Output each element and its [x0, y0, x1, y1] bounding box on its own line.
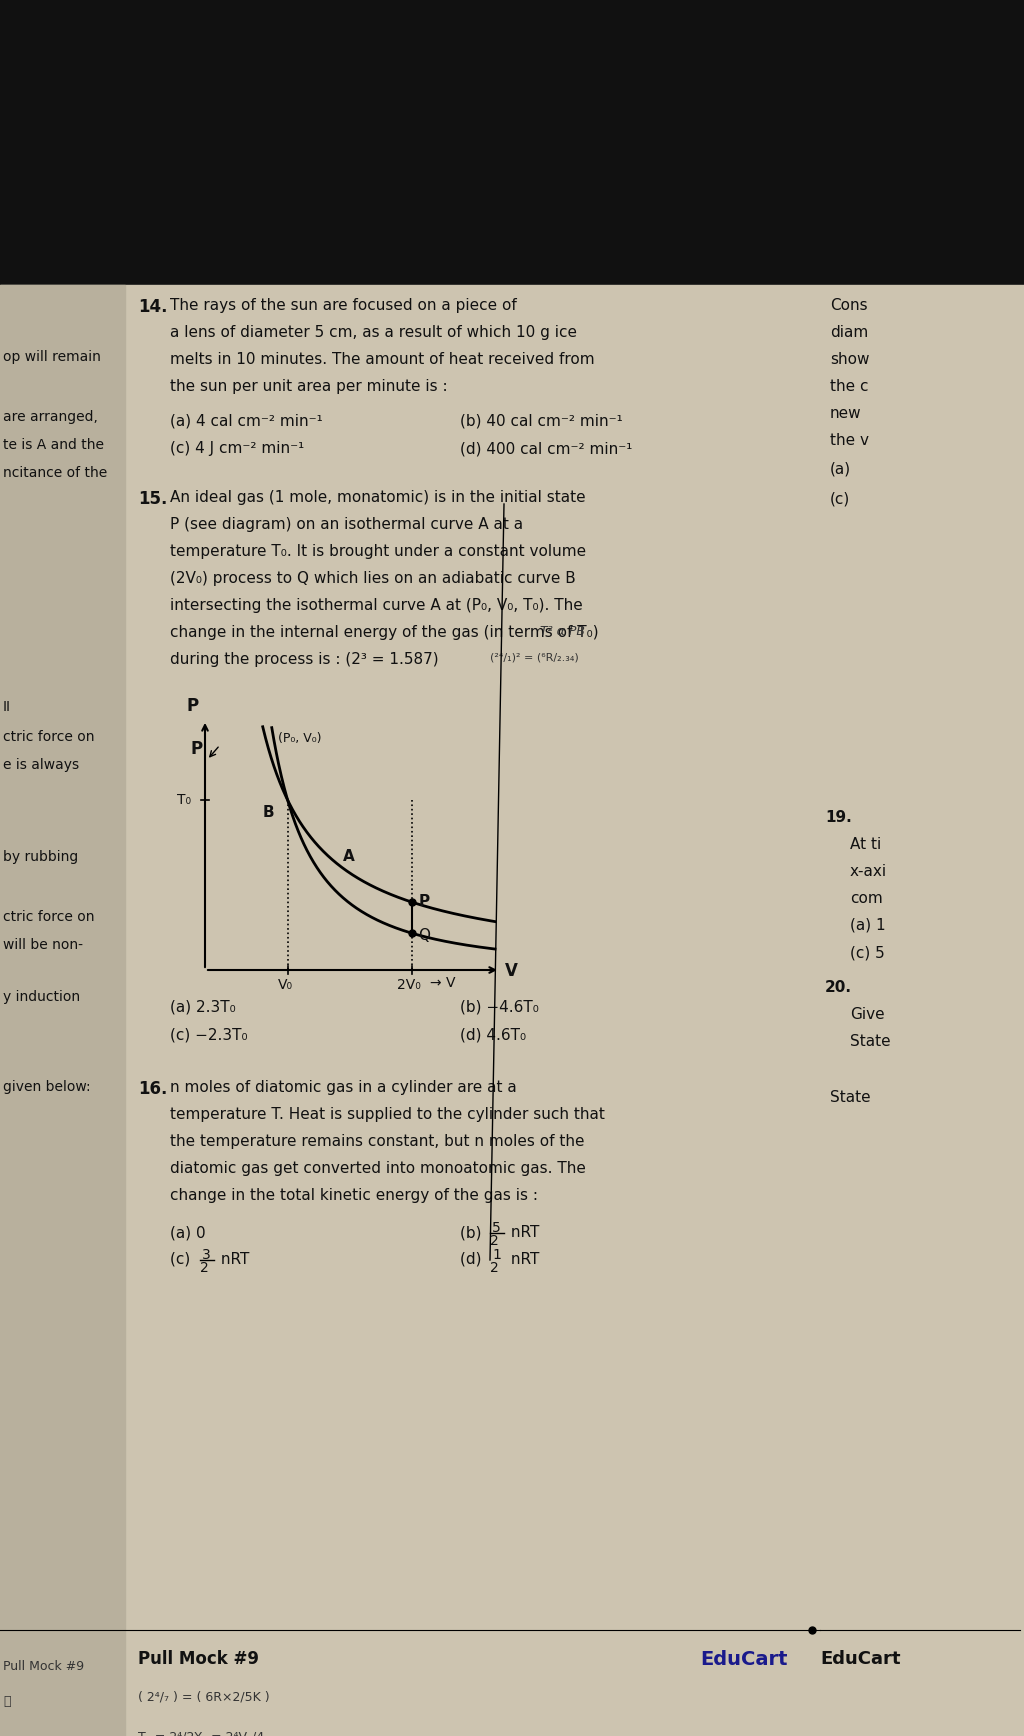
Text: given below:: given below: [3, 1080, 91, 1094]
Text: B: B [262, 806, 274, 819]
Text: x-axi: x-axi [850, 865, 887, 878]
Text: T₀: T₀ [177, 793, 191, 807]
Text: 14.: 14. [138, 299, 168, 316]
Text: a lens of diameter 5 cm, as a result of which 10 g ice: a lens of diameter 5 cm, as a result of … [170, 325, 577, 340]
Text: ncitance of the: ncitance of the [3, 465, 108, 479]
Text: te is A and the: te is A and the [3, 437, 104, 451]
Text: 20.: 20. [825, 981, 852, 995]
Text: (a) 1: (a) 1 [850, 918, 886, 932]
Text: new: new [830, 406, 861, 422]
Text: (d) 4.6T₀: (d) 4.6T₀ [460, 1028, 526, 1042]
Text: (a) 0: (a) 0 [170, 1226, 206, 1240]
Text: op will remain: op will remain [3, 351, 101, 365]
Text: Give: Give [850, 1007, 885, 1023]
Text: by rubbing: by rubbing [3, 851, 78, 865]
Text: 3: 3 [202, 1248, 211, 1262]
Text: (b): (b) [460, 1226, 486, 1240]
Text: (a) 4 cal cm⁻² min⁻¹: (a) 4 cal cm⁻² min⁻¹ [170, 413, 323, 429]
Text: (c): (c) [830, 491, 850, 507]
Text: the temperature remains constant, but n moles of the: the temperature remains constant, but n … [170, 1134, 585, 1149]
Text: nRT: nRT [216, 1252, 250, 1267]
Text: 裂: 裂 [3, 1694, 10, 1708]
Text: change in the internal energy of the gas (in terms of T₀): change in the internal energy of the gas… [170, 625, 599, 641]
Text: Cons: Cons [830, 299, 867, 312]
Text: 2V₀: 2V₀ [397, 977, 421, 991]
Text: the v: the v [830, 432, 869, 448]
Text: P: P [190, 740, 202, 759]
Text: The rays of the sun are focused on a piece of: The rays of the sun are focused on a pie… [170, 299, 517, 312]
Text: 5: 5 [492, 1220, 501, 1234]
Text: diatomic gas get converted into monoatomic gas. The: diatomic gas get converted into monoatom… [170, 1161, 586, 1175]
Text: (a): (a) [830, 462, 851, 477]
Text: (²⁴/₁)² = (⁶R/₂.₃₄): (²⁴/₁)² = (⁶R/₂.₃₄) [490, 653, 579, 663]
Text: are arranged,: are arranged, [3, 410, 98, 424]
Text: An ideal gas (1 mole, monatomic) is in the initial state: An ideal gas (1 mole, monatomic) is in t… [170, 490, 586, 505]
Text: EduCart: EduCart [700, 1649, 787, 1668]
Text: 19.: 19. [825, 811, 852, 825]
Text: (c) 4 J cm⁻² min⁻¹: (c) 4 J cm⁻² min⁻¹ [170, 441, 304, 457]
Text: EduCart: EduCart [820, 1649, 900, 1668]
Text: 2: 2 [200, 1260, 209, 1274]
Text: T² α PB: T² α PB [540, 625, 585, 639]
Text: (d) 400 cal cm⁻² min⁻¹: (d) 400 cal cm⁻² min⁻¹ [460, 441, 633, 457]
Text: will be non-: will be non- [3, 937, 83, 951]
Text: 1: 1 [492, 1248, 501, 1262]
Text: 15.: 15. [138, 490, 167, 509]
Text: the c: the c [830, 378, 868, 394]
Text: → V: → V [429, 976, 455, 990]
Text: (d): (d) [460, 1252, 486, 1267]
Text: nRT: nRT [506, 1252, 540, 1267]
Text: y induction: y induction [3, 990, 80, 1003]
Text: Pull Mock #9: Pull Mock #9 [138, 1649, 259, 1668]
Bar [0, 285, 1024, 1736]
Text: At ti: At ti [850, 837, 882, 852]
Text: T₂ = 2⁴/2Y₂ = 2⁴V₂/4: T₂ = 2⁴/2Y₂ = 2⁴V₂/4 [138, 1731, 264, 1736]
Text: II: II [3, 700, 11, 713]
Text: V: V [505, 962, 518, 981]
Text: (2V₀) process to Q which lies on an adiabatic curve B: (2V₀) process to Q which lies on an adia… [170, 571, 575, 587]
Text: temperature T₀. It is brought under a constant volume: temperature T₀. It is brought under a co… [170, 543, 586, 559]
Text: during the process is : (2³ = 1.587): during the process is : (2³ = 1.587) [170, 653, 438, 667]
Text: ctric force on: ctric force on [3, 731, 94, 745]
Text: (c): (c) [170, 1252, 196, 1267]
Text: V₀: V₀ [278, 977, 293, 991]
Text: ctric force on: ctric force on [3, 910, 94, 924]
Text: change in the total kinetic energy of the gas is :: change in the total kinetic energy of th… [170, 1187, 538, 1203]
Text: 2: 2 [490, 1260, 499, 1274]
Text: ( 2⁴/₇ ) = ( 6R×2/5K ): ( 2⁴/₇ ) = ( 6R×2/5K ) [138, 1691, 269, 1703]
Text: temperature T. Heat is supplied to the cylinder such that: temperature T. Heat is supplied to the c… [170, 1108, 605, 1121]
Text: P: P [187, 696, 199, 715]
Text: (a) 2.3T₀: (a) 2.3T₀ [170, 1000, 236, 1016]
Text: State: State [830, 1090, 870, 1106]
Text: Q: Q [419, 929, 430, 943]
Text: com: com [850, 891, 883, 906]
Text: diam: diam [830, 325, 868, 340]
Text: melts in 10 minutes. The amount of heat received from: melts in 10 minutes. The amount of heat … [170, 352, 595, 366]
Bar [0, 285, 125, 1736]
Text: e is always: e is always [3, 759, 79, 773]
Text: (c) −2.3T₀: (c) −2.3T₀ [170, 1028, 248, 1042]
Text: Pull Mock #9: Pull Mock #9 [3, 1660, 84, 1674]
Text: P (see diagram) on an isothermal curve A at a: P (see diagram) on an isothermal curve A… [170, 517, 523, 531]
Text: P: P [419, 894, 430, 910]
Text: nRT: nRT [506, 1226, 540, 1240]
Text: A: A [343, 849, 354, 865]
Bar [0, 0, 1024, 285]
Text: (P₀, V₀): (P₀, V₀) [278, 733, 322, 745]
Text: (c) 5: (c) 5 [850, 944, 885, 960]
Text: show: show [830, 352, 869, 366]
Text: (b) −4.6T₀: (b) −4.6T₀ [460, 1000, 539, 1016]
Text: intersecting the isothermal curve A at (P₀, V₀, T₀). The: intersecting the isothermal curve A at (… [170, 597, 583, 613]
Text: (b) 40 cal cm⁻² min⁻¹: (b) 40 cal cm⁻² min⁻¹ [460, 413, 623, 429]
Text: n moles of diatomic gas in a cylinder are at a: n moles of diatomic gas in a cylinder ar… [170, 1080, 517, 1095]
Text: the sun per unit area per minute is :: the sun per unit area per minute is : [170, 378, 447, 394]
Text: 16.: 16. [138, 1080, 167, 1097]
Text: 2: 2 [490, 1234, 499, 1248]
Text: State: State [850, 1035, 891, 1049]
